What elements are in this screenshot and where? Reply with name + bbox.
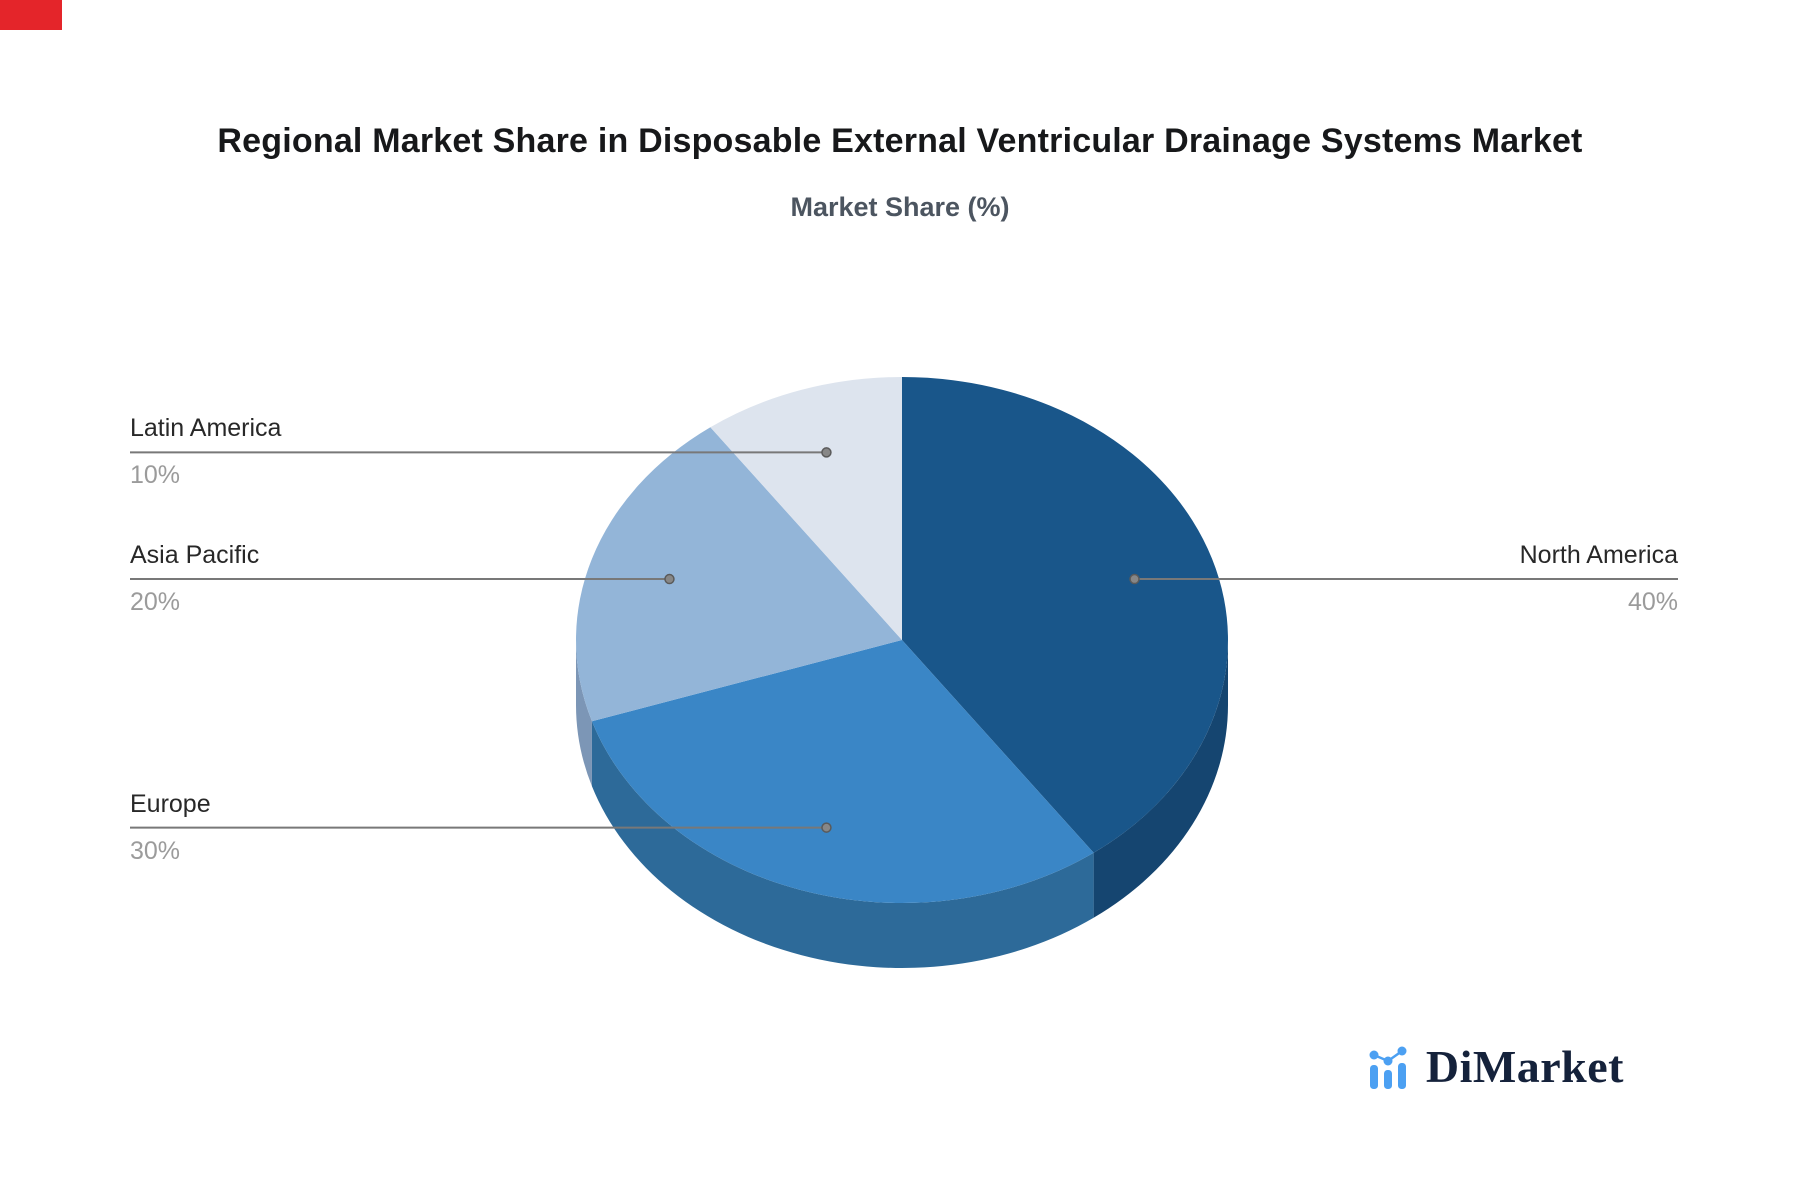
leader-dot-latin-america	[821, 447, 832, 458]
pie-slice-asia-pacific	[576, 427, 902, 722]
leader-dot-europe	[821, 822, 832, 833]
pie-side-europe	[591, 721, 1094, 968]
dimarket-logo: DiMarket	[1369, 1040, 1624, 1093]
pie-side-north-america	[1093, 640, 1228, 918]
pie-slice-europe	[591, 640, 1094, 904]
dimarket-logo-icon	[1369, 1046, 1407, 1089]
chart-subtitle: Market Share (%)	[790, 192, 1010, 222]
red-corner-mark	[0, 0, 62, 30]
leader-dot-asia-pacific	[664, 573, 675, 585]
chart-title: Regional Market Share in Disposable Exte…	[217, 122, 1583, 160]
pie-slice-north-america	[902, 377, 1228, 853]
pie-side-asia-pacific	[576, 640, 592, 787]
pie-slice-latin-america	[710, 377, 902, 640]
leader-dot-north-america	[1129, 573, 1140, 585]
dimarket-logo-text: DiMarket	[1425, 1041, 1624, 1092]
